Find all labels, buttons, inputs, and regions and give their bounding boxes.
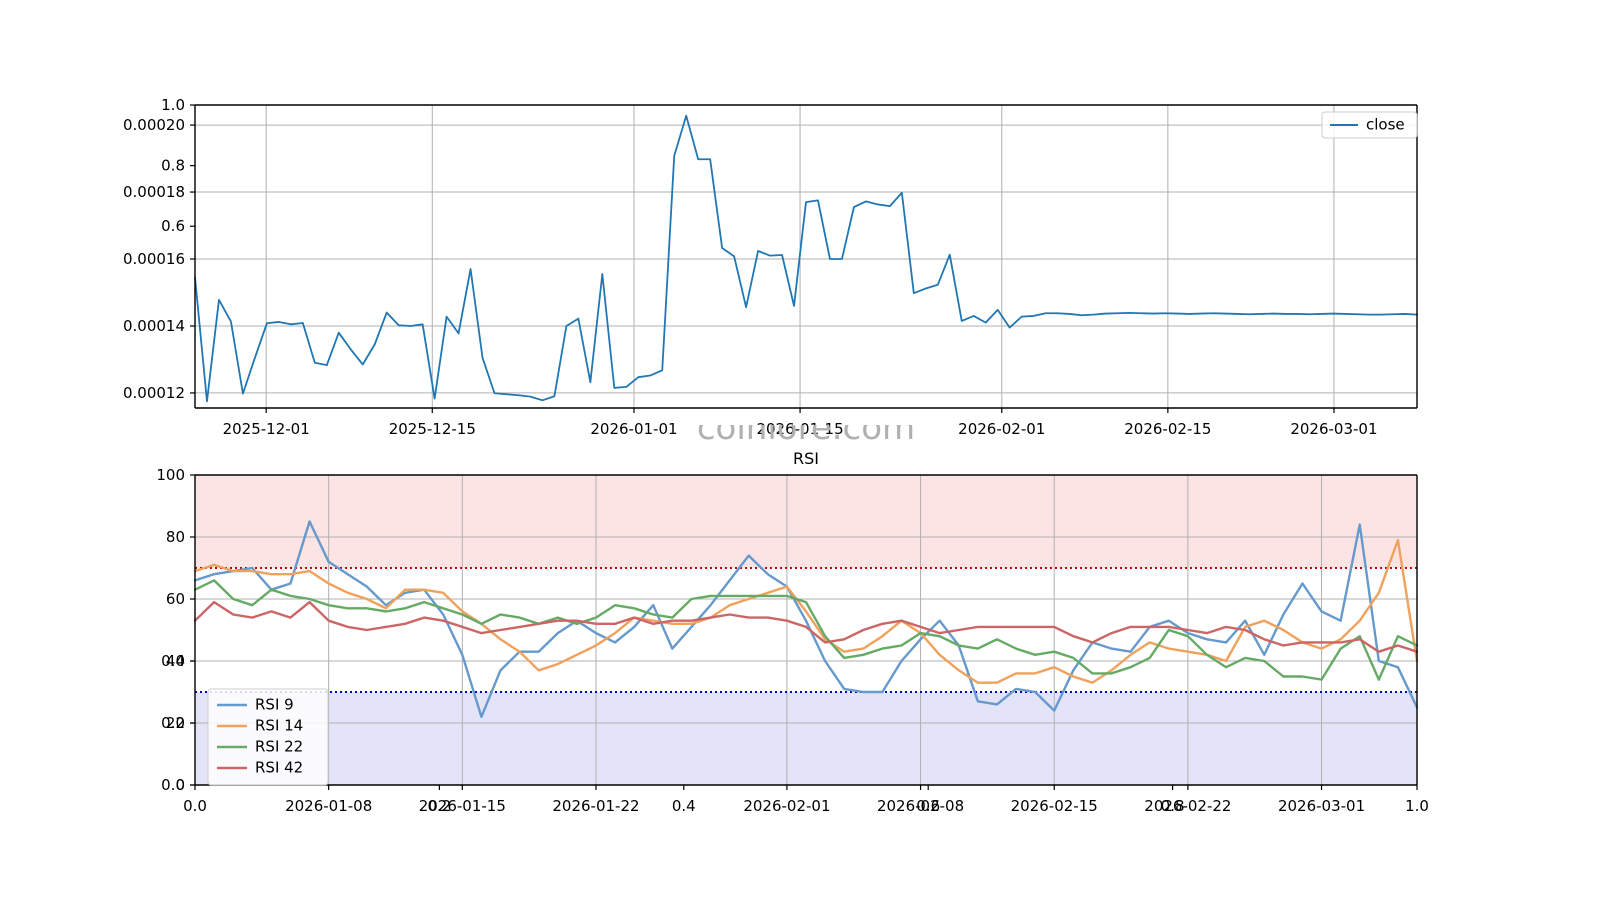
rsi-y-tick-label-secondary: 0.4 (161, 652, 185, 670)
price-y-axis-secondary-ticks: 0.6 0.8 1.0 (161, 96, 195, 235)
price-y-axis-primary-ticks: 0.00012 0.00014 0.00016 0.00018 0.00020 (123, 116, 195, 402)
price-series-close (194, 114, 1418, 403)
rsi-x-axis-ticks: 2026-01-08 2026-01-15 2026-01-22 2026-02-01… (285, 785, 1365, 815)
price-legend[interactable]: close (1321, 111, 1418, 139)
rsi-chart-panel: coinlore.com RSI 0 20 40 60 80 100 0.0 0.2 0.4 2026… (0, 425, 1600, 835)
price-y-tick-label: 0.00012 (123, 384, 185, 402)
price-x-tick-label: 2025-12-01 (223, 420, 310, 438)
price-x-tick-label: 2026-03-01 (1290, 420, 1377, 438)
price-y-tick-label: 0.00014 (123, 317, 185, 335)
rsi-y-axis-primary-ticks: 0 20 40 60 80 100 (156, 466, 195, 794)
rsi-x-tick-label: 2026-02-22 (1144, 797, 1231, 815)
rsi-x-axis-secondary-ticks: 0.0 0.2 0.4 0.6 0.8 1.0 (183, 785, 1429, 815)
rsi-x-tick-label-secondary: 0.4 (672, 797, 696, 815)
price-y-tick-label-secondary: 0.6 (161, 217, 185, 235)
rsi-y-tick-label: 0 (175, 776, 185, 794)
rsi-series-rsi-14 (193, 538, 1419, 684)
price-chart-svg: 0.000120.000140.000160.000180.000200.60.… (123, 96, 1418, 438)
rsi-y-tick-label: 40 (166, 652, 185, 670)
rsi-legend-label-rsi-42: RSI 42 (255, 759, 303, 777)
price-y-tick-label: 0.00018 (123, 183, 185, 201)
rsi-zone-bands (195, 475, 1417, 785)
rsi-y-tick-label: 60 (166, 590, 185, 608)
rsi-x-tick-label: 2026-03-01 (1278, 797, 1365, 815)
price-y-tick-label-secondary: 1.0 (161, 96, 185, 114)
price-x-tick-label: 2026-02-01 (958, 420, 1045, 438)
rsi-x-tick-label-secondary: 0.6 (916, 797, 940, 815)
rsi-series-rsi-22 (193, 579, 1419, 681)
price-y-tick-label: 0.00020 (123, 116, 185, 134)
rsi-oversold-band (195, 692, 1417, 785)
price-y-tick-label: 0.00016 (123, 250, 185, 268)
rsi-x-tick-label: 2026-02-15 (1011, 797, 1098, 815)
rsi-series-rsi-42 (193, 600, 1419, 653)
price-chart-panel: 0.00012 0.00014 0.00016 0.00018 0.00020 0.6 0.… (123, 96, 1418, 438)
price-x-axis-ticks: 2025-12-01 2025-12-15 2026-01-01 2026-01-15… (223, 408, 1378, 438)
price-legend-box (1321, 111, 1418, 139)
price-gridlines (195, 105, 1417, 408)
rsi-threshold-lines (195, 567, 1417, 693)
rsi-axis-spines (194, 474, 1418, 786)
rsi-y-tick-label-secondary: 0.2 (161, 714, 185, 732)
rsi-overbought-band (195, 475, 1417, 568)
rsi-x-tick-label-secondary: 0.0 (183, 797, 207, 815)
rsi-y-tick-label: 100 (156, 466, 185, 484)
price-x-tick-label: 2026-01-01 (590, 420, 677, 438)
rsi-x-tick-label: 2026-01-08 (285, 797, 372, 815)
price-legend-label-close: close (1366, 116, 1405, 134)
rsi-legend-label-rsi-9: RSI 9 (255, 696, 294, 714)
rsi-x-tick-label-secondary: 1.0 (1405, 797, 1429, 815)
price-axis-spines (194, 104, 1418, 409)
rsi-x-tick-label: 2026-01-22 (552, 797, 639, 815)
price-x-tick-label: 2026-02-15 (1124, 420, 1211, 438)
price-x-tick-label: 2026-01-15 (756, 420, 843, 438)
rsi-y-tick-label-secondary: 0.0 (161, 776, 185, 794)
rsi-x-tick-label-secondary: 0.2 (427, 797, 451, 815)
rsi-legend[interactable]: RSI 9 RSI 14 RSI 22 RSI 42 (207, 688, 329, 786)
rsi-y-tick-label: 20 (166, 714, 185, 732)
rsi-x-tick-label: 2026-01-15 (419, 797, 506, 815)
rsi-y-axis-secondary-ticks: 0.0 0.2 0.4 (161, 652, 195, 794)
price-y-tick-label-secondary: 0.8 (161, 157, 185, 175)
rsi-x-tick-label: 2026-02-08 (877, 797, 964, 815)
rsi-panel-title: RSI (793, 449, 819, 468)
watermark-text: coinlore.com (697, 425, 915, 448)
rsi-x-tick-label-secondary: 0.8 (1161, 797, 1185, 815)
price-x-tick-label: 2025-12-15 (389, 420, 476, 438)
rsi-legend-label-rsi-14: RSI 14 (255, 717, 303, 735)
rsi-chart-svg: coinlore.comRSI0204060801000.00.20.42026… (156, 425, 1429, 815)
rsi-y-tick-label: 80 (166, 528, 185, 546)
rsi-x-tick-label: 2026-02-01 (743, 797, 830, 815)
rsi-legend-box (207, 688, 329, 786)
rsi-legend-label-rsi-22: RSI 22 (255, 738, 303, 756)
